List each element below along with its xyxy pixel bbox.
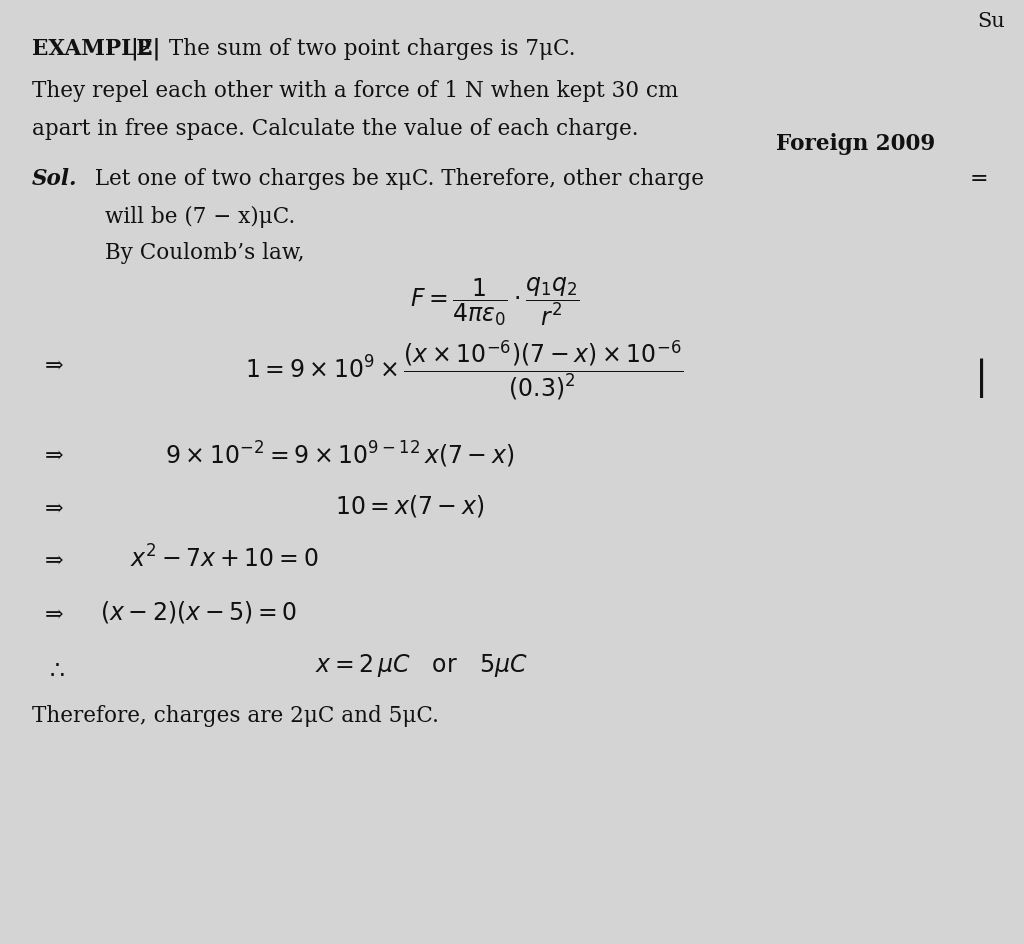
Text: The sum of two point charges is 7μC.: The sum of two point charges is 7μC. [162, 38, 575, 59]
Text: $(x-2)(x-5) = 0$: $(x-2)(x-5) = 0$ [100, 598, 297, 624]
Text: EXAMPLE: EXAMPLE [32, 38, 160, 59]
Text: Therefore, charges are 2μC and 5μC.: Therefore, charges are 2μC and 5μC. [32, 704, 439, 726]
Text: $1 = 9\times 10^9 \times \dfrac{(x\times 10^{-6})(7-x)\times 10^{-6}}{(0.3)^2}$: $1 = 9\times 10^9 \times \dfrac{(x\times… [245, 338, 683, 401]
Text: ⇒: ⇒ [45, 497, 63, 519]
Text: Su: Su [977, 12, 1005, 31]
Text: $10 = x(7-x)$: $10 = x(7-x)$ [335, 493, 484, 518]
Text: ⇒: ⇒ [45, 355, 63, 377]
Text: =: = [970, 168, 988, 190]
Text: $\therefore$: $\therefore$ [45, 656, 66, 681]
Text: Let one of two charges be xμC. Therefore, other charge: Let one of two charges be xμC. Therefore… [88, 168, 705, 190]
Text: By Coulomb’s law,: By Coulomb’s law, [105, 242, 304, 263]
Text: They repel each other with a force of 1 N when kept 30 cm: They repel each other with a force of 1 … [32, 80, 678, 102]
Text: apart in free space. Calculate the value of each charge.: apart in free space. Calculate the value… [32, 118, 639, 140]
Text: Foreign 2009: Foreign 2009 [776, 133, 935, 155]
Text: will be (7 − x)μC.: will be (7 − x)μC. [105, 206, 295, 228]
Text: |: | [975, 358, 988, 397]
Text: ⇒: ⇒ [45, 603, 63, 625]
Text: $x = 2\,\mu C \quad \mathrm{or} \quad 5\mu C$: $x = 2\,\mu C \quad \mathrm{or} \quad 5\… [315, 651, 527, 679]
Text: $F = \dfrac{1}{4\pi\varepsilon_0} \cdot \dfrac{q_1 q_2}{r^2}$: $F = \dfrac{1}{4\pi\varepsilon_0} \cdot … [410, 275, 580, 328]
Text: Sol.: Sol. [32, 168, 78, 190]
Text: ⇒: ⇒ [45, 549, 63, 571]
Text: |2|: |2| [130, 38, 161, 60]
Text: $x^2 - 7x + 10 = 0$: $x^2 - 7x + 10 = 0$ [130, 545, 318, 572]
Text: ⇒: ⇒ [45, 445, 63, 466]
Text: $9\times 10^{-2} = 9\times 10^{9-12}\,x(7-x)$: $9\times 10^{-2} = 9\times 10^{9-12}\,x(… [165, 440, 514, 470]
